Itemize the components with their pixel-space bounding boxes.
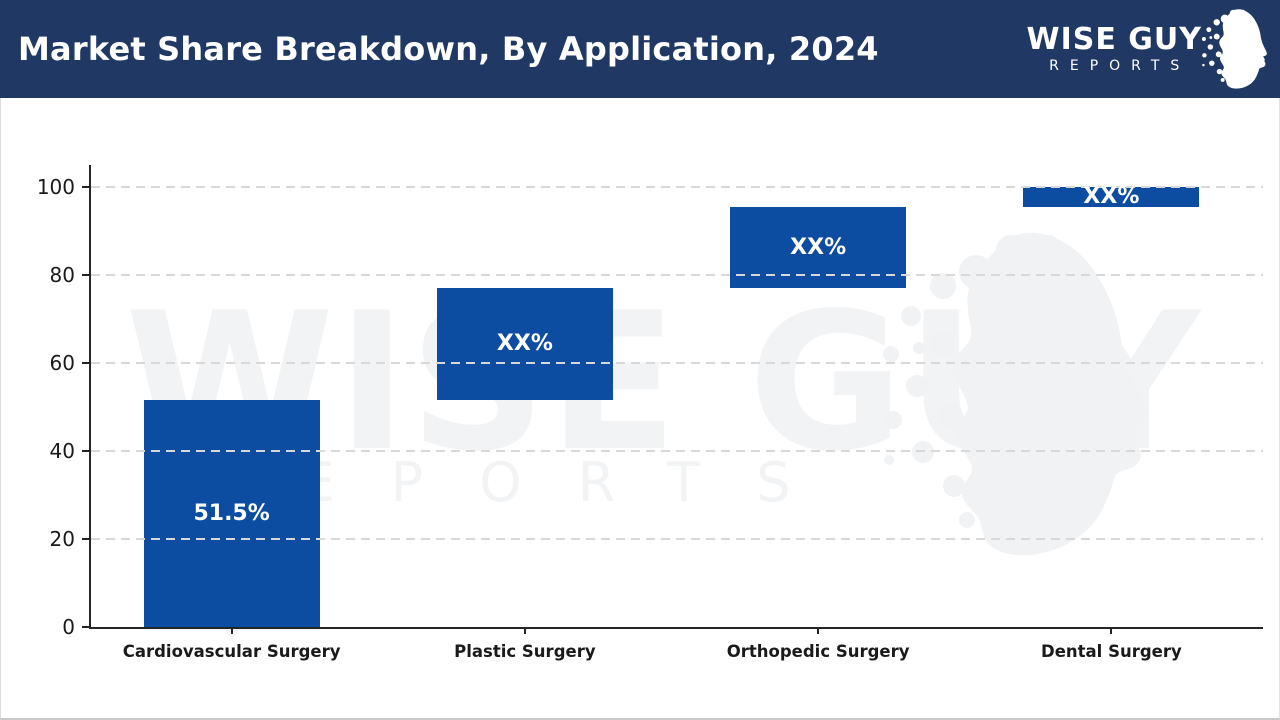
y-tick-mark xyxy=(82,450,90,452)
y-tick-mark xyxy=(82,362,90,364)
x-tick-mark xyxy=(817,627,820,634)
bar-plastic-surgery xyxy=(436,288,613,401)
x-tick-label: Cardiovascular Surgery xyxy=(122,642,341,661)
x-tick-mark xyxy=(523,627,526,634)
plot: 51.5% Cardiovascular Surgery XX% Plastic Su… xyxy=(1,98,1279,718)
y-axis-line xyxy=(89,165,91,629)
gridline xyxy=(91,186,1263,188)
gridline xyxy=(91,362,1263,364)
x-tick-label: Dental Surgery xyxy=(1041,642,1182,661)
y-tick-mark xyxy=(82,626,90,628)
x-tick-mark xyxy=(230,627,233,634)
gridline xyxy=(91,450,1263,452)
gridline xyxy=(91,538,1263,540)
chart-area: WISE GUY REPORTS 51.5% Cardiovascular Sur… xyxy=(0,98,1280,720)
x-tick-label: Plastic Surgery xyxy=(454,642,596,661)
header: Market Share Breakdown, By Application, … xyxy=(0,0,1280,98)
wiseguy-head-icon xyxy=(1196,7,1270,92)
bar-dental-surgery xyxy=(1023,187,1200,207)
brand-subtitle: REPORTS xyxy=(1049,58,1191,74)
bar-value-label: XX% xyxy=(1083,183,1140,209)
brand-name: WISE GUY xyxy=(1026,22,1202,57)
y-tick-label: 100 xyxy=(36,175,75,199)
brand-logo: WISE GUY REPORTS xyxy=(1026,7,1270,92)
y-tick-label: 20 xyxy=(49,527,75,551)
bar-value-label: XX% xyxy=(496,331,553,357)
x-tick-label: Orthopedic Surgery xyxy=(726,642,910,661)
y-tick-mark xyxy=(82,186,90,188)
bar-value-label: XX% xyxy=(790,234,847,260)
gridline xyxy=(91,274,1263,276)
bar-value-label: 51.5% xyxy=(193,500,270,526)
y-tick-label: 0 xyxy=(62,615,75,639)
y-tick-mark xyxy=(82,538,90,540)
y-tick-mark xyxy=(82,274,90,276)
x-axis-line xyxy=(89,627,1263,629)
bar-cardiovascular-surgery xyxy=(143,400,320,627)
x-tick-mark xyxy=(1110,627,1113,634)
y-tick-label: 80 xyxy=(49,263,75,287)
y-tick-label: 40 xyxy=(49,439,75,463)
brand-logo-text: WISE GUY REPORTS xyxy=(1026,22,1202,74)
page-title: Market Share Breakdown, By Application, … xyxy=(18,30,879,68)
y-tick-label: 60 xyxy=(49,351,75,375)
